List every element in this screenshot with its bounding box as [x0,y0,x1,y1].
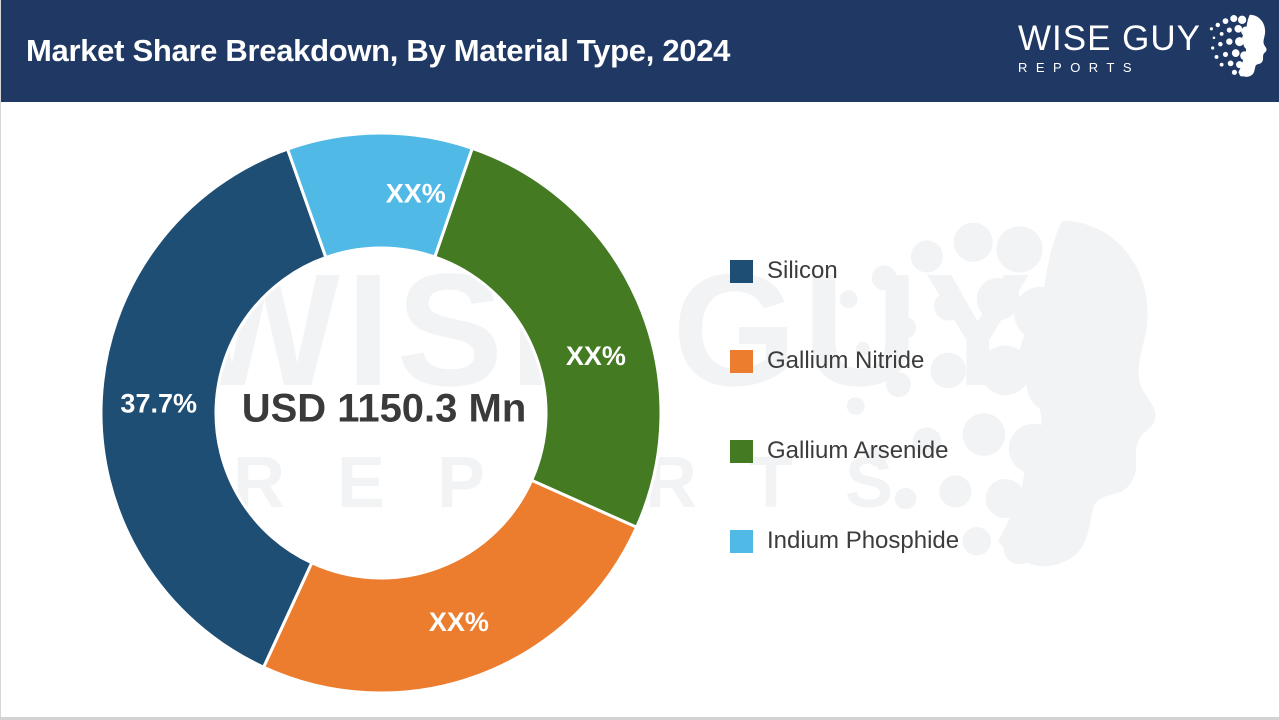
slice-percentage-label-gallium-arsenide: XX% [566,341,626,371]
wise-guy-logo: WISE GUY REPORTS [1018,8,1269,88]
legend-label-gallium-arsenide: Gallium Arsenide [767,437,949,464]
slice-percentage-label-silicon: 37.7% [120,389,197,419]
logo-wordmark: WISE GUY [1017,19,1201,58]
legend-swatch-indium-phosphide [730,529,753,553]
slice-percentage-label-indium-phosphide: XX% [386,179,446,209]
page-title: Market Share Breakdown, By Material Type… [26,33,731,68]
legend-label-gallium-nitride: Gallium Nitride [767,347,925,374]
legend-item-gallium-arsenide: Gallium Arsenide [730,437,959,464]
legend-swatch-gallium-arsenide [730,439,753,463]
pie-slice-indium-phosphide [286,131,474,259]
logo-subtitle: REPORTS [1017,60,1141,75]
chart-center-value: USD 1150.3 Mn [241,386,527,431]
legend-item-silicon: Silicon [730,257,959,284]
watermark-face-dots-icon [839,220,1156,567]
slice-percentage-label-gallium-nitride: XX% [429,607,489,637]
pie-slice-gallium-nitride [262,478,639,695]
logo-text: WISE GUY REPORTS [1018,21,1201,75]
legend-item-gallium-nitride: Gallium Nitride [730,347,959,374]
header-bar: Market Share Breakdown, By Material Type… [1,0,1279,102]
pie-slice-silicon [99,147,328,669]
legend-item-indium-phosphide: Indium Phosphide [730,527,960,554]
pie-slice-gallium-arsenide [433,146,663,529]
legend-label-indium-phosphide: Indium Phosphide [767,527,960,554]
legend-swatch-silicon [730,259,753,283]
legend-swatch-gallium-nitride [730,349,753,373]
logo-face-dots-icon [1209,14,1267,77]
legend-label-silicon: Silicon [767,257,838,284]
chart-legend: Silicon Gallium Nitride Gallium Arsenide In… [730,257,960,618]
